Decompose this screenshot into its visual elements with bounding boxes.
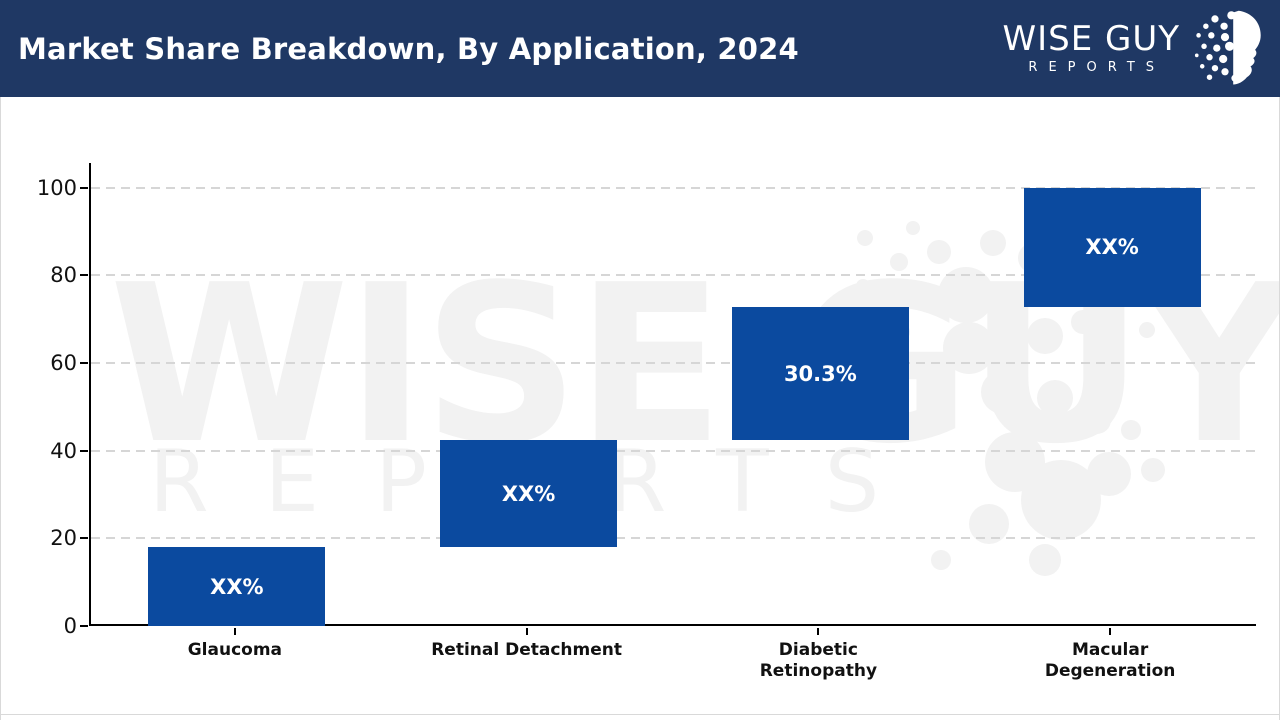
plot-area: XX% XX% 30.3% XX% bbox=[89, 163, 1256, 626]
bar-retinal-detachment: XX% bbox=[440, 440, 618, 548]
bar-diabetic-retinopathy: 30.3% bbox=[731, 307, 909, 441]
ytick-mark-40 bbox=[80, 449, 88, 452]
logo-wiseguy-text: WISE GUY bbox=[1002, 19, 1180, 60]
ytick-mark-20 bbox=[80, 537, 88, 540]
bar-glaucoma: XX% bbox=[148, 547, 326, 626]
ytick-mark-80 bbox=[80, 274, 88, 277]
gridline-80 bbox=[91, 274, 1256, 277]
ytick-label-60: 60 bbox=[50, 350, 77, 375]
bar-value-label: XX% bbox=[210, 574, 264, 599]
ytick-label-100: 100 bbox=[36, 175, 77, 200]
xcat-label-2: Diabetic Retinopathy bbox=[759, 640, 878, 682]
ytick-label-40: 40 bbox=[50, 438, 77, 463]
bar-value-label: 30.3% bbox=[783, 361, 857, 386]
xtick-mark-2 bbox=[817, 628, 820, 635]
gridline-20 bbox=[91, 537, 1256, 540]
chart-title: Market Share Breakdown, By Application, … bbox=[18, 31, 799, 66]
wiseguy-logo: WISE GUY REPORTS bbox=[1002, 7, 1266, 91]
gridline-60 bbox=[91, 361, 1256, 364]
ytick-mark-60 bbox=[80, 361, 88, 364]
bar-value-label: XX% bbox=[501, 481, 556, 506]
xtick-mark-1 bbox=[525, 628, 528, 635]
chart-area: WISE GUY REPORTS XX%XX%30.3%XX% 02040608… bbox=[0, 97, 1280, 720]
xcat-label-0: Glaucoma bbox=[187, 640, 283, 660]
logo-text: WISE GUY REPORTS bbox=[1002, 19, 1180, 75]
bar-value-label: XX% bbox=[1085, 235, 1139, 260]
ytick-label-0: 0 bbox=[63, 614, 77, 638]
ytick-label-20: 20 bbox=[50, 526, 77, 551]
xcat-label-3: Macular Degeneration bbox=[1044, 640, 1176, 682]
logo-face-icon bbox=[1194, 10, 1261, 85]
gridline-100 bbox=[91, 186, 1256, 189]
xtick-mark-3 bbox=[1109, 628, 1112, 635]
xtick-mark-0 bbox=[233, 628, 236, 635]
xcat-label-1: Retinal Detachment bbox=[431, 640, 623, 660]
ytick-label-80: 80 bbox=[50, 263, 77, 288]
ytick-mark-0 bbox=[80, 625, 88, 627]
bar-macular-degeneration: XX% bbox=[1023, 187, 1201, 308]
logo-reports-text: REPORTS bbox=[1028, 59, 1166, 75]
header: Market Share Breakdown, By Application, … bbox=[0, 0, 1280, 97]
ytick-mark-100 bbox=[80, 186, 88, 189]
bottom-divider bbox=[1, 714, 1279, 715]
gridline-40 bbox=[91, 449, 1256, 452]
